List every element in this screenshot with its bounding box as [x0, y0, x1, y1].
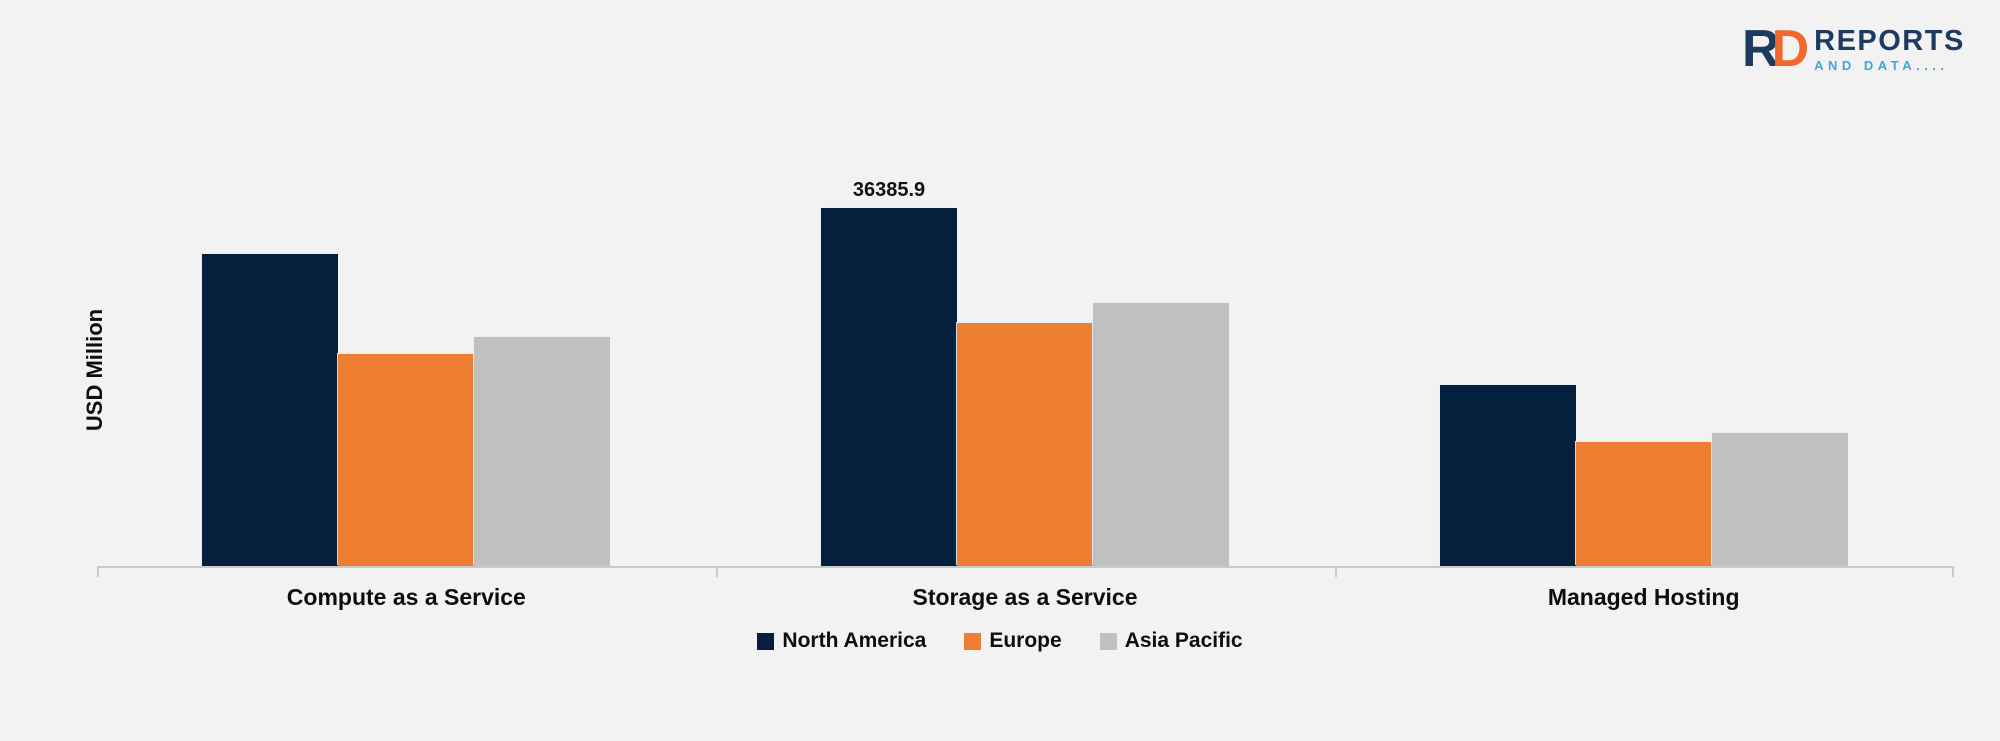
legend-label: Europe — [989, 629, 1062, 652]
bar-asia-pacific-managed-hosting — [1711, 433, 1848, 566]
bar-north-america-compute-as-a-service — [202, 254, 339, 566]
legend-swatch-icon — [757, 632, 775, 650]
legend: North America Europe Asia Pacific — [0, 629, 2000, 653]
bar-group-storage-as-a-service: 36385.9 — [716, 153, 1335, 566]
category-labels: Compute as a Service Storage as a Service… — [97, 584, 1953, 611]
plot-area: 36385.9 — [97, 153, 1953, 566]
reports-and-data-logo: R D REPORTS AND DATA.... — [1742, 20, 1965, 78]
x-axis-line — [97, 566, 1954, 577]
bar-asia-pacific-compute-as-a-service — [474, 337, 611, 566]
axis-tick — [715, 568, 718, 577]
logo-letter-d: D — [1771, 20, 1810, 78]
legend-label: North America — [782, 629, 927, 652]
bar-north-america-storage-as-a-service: 36385.9 — [821, 179, 957, 566]
bar-europe-managed-hosting — [1575, 442, 1712, 566]
bar-asia-pacific-storage-as-a-service — [1093, 303, 1229, 566]
logo-letter-r: R — [1742, 20, 1779, 78]
legend-item-asia-pacific: Asia Pacific — [1099, 629, 1243, 653]
bar-group-managed-hosting — [1334, 153, 1953, 566]
category-label-managed-hosting: Managed Hosting — [1547, 584, 1740, 610]
legend-item-north-america: North America — [757, 629, 926, 653]
bar-europe-compute-as-a-service — [338, 354, 475, 566]
legend-swatch-icon — [1099, 632, 1117, 650]
axis-tick — [1952, 568, 1954, 577]
rd-monogram-icon: R D — [1742, 20, 1810, 78]
bar-north-america-managed-hosting — [1439, 385, 1576, 566]
legend-item-europe: Europe — [964, 629, 1062, 653]
bar-europe-storage-as-a-service — [957, 323, 1093, 566]
axis-tick — [97, 568, 99, 577]
legend-swatch-icon — [964, 632, 982, 650]
data-label: 36385.9 — [852, 179, 926, 202]
category-label-compute-as-a-service: Compute as a Service — [286, 584, 526, 610]
logo-tagline: AND DATA.... — [1814, 58, 1949, 73]
logo-text: REPORTS AND DATA.... — [1814, 25, 1965, 74]
category-label-storage-as-a-service: Storage as a Service — [912, 584, 1138, 610]
bar-group-compute-as-a-service — [97, 153, 716, 566]
logo-wordmark: REPORTS — [1814, 25, 1965, 57]
legend-label: Asia Pacific — [1124, 629, 1243, 652]
axis-tick — [1334, 568, 1337, 577]
